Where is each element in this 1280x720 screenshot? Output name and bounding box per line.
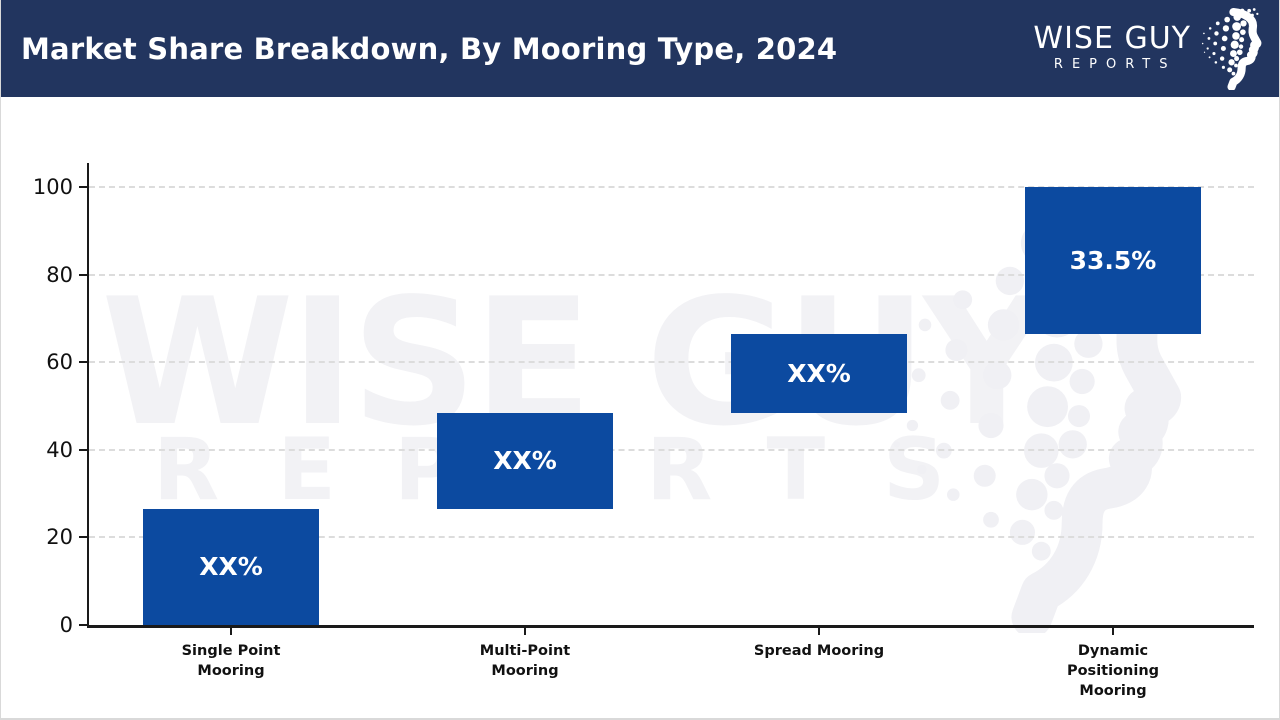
category-label-line: Single Point	[181, 643, 281, 659]
category-label-line: Dynamic	[1077, 643, 1149, 659]
bar-segment-1: XX%	[143, 508, 319, 625]
y-tick-label-20: 20	[46, 525, 73, 550]
y-gridline-80	[89, 273, 1254, 276]
y-gridline-100	[89, 186, 1254, 188]
x-axis-line	[87, 625, 1254, 628]
y-tick-label-0: 0	[59, 613, 73, 637]
y-gridline-20	[89, 536, 1254, 539]
brand-logo: WISE GUY REPORTS	[1019, 0, 1269, 97]
bar-value-label: 33.5%	[1069, 245, 1157, 275]
category-label-3: Spread Mooring	[672, 641, 966, 661]
bar-segment-3: XX%	[731, 333, 907, 413]
x-tick-mark-4	[1112, 628, 1114, 635]
category-label-line: Mooring	[491, 663, 559, 679]
y-tick-label-60: 60	[46, 350, 73, 375]
y-tick-mark-80	[79, 273, 87, 276]
brand-logo-text: WISE GUY REPORTS	[1033, 21, 1191, 73]
bar-value-label: XX%	[787, 358, 851, 388]
bar-segment-4: 33.5%	[1025, 187, 1201, 334]
category-label-line: Spread Mooring	[753, 643, 885, 659]
category-label-line: Multi-Point	[479, 643, 571, 659]
brand-subtitle: REPORTS	[1053, 57, 1177, 72]
y-tick-mark-60	[79, 361, 87, 364]
y-tick-label-80: 80	[46, 262, 73, 287]
y-tick-label-100: 100	[32, 175, 73, 199]
y-tick-label-40: 40	[46, 437, 73, 462]
y-axis-line	[87, 163, 89, 625]
bar-segment-2: XX%	[437, 412, 613, 509]
y-tick-mark-100	[79, 186, 87, 188]
bar-value-label: XX%	[493, 446, 557, 476]
category-label-line: Mooring	[197, 663, 265, 679]
category-label-line: Positioning	[1066, 663, 1160, 679]
category-label-2: Multi-Point Mooring	[378, 641, 672, 681]
x-tick-mark-2	[524, 628, 526, 635]
brand-name: WISE GUY	[1033, 21, 1191, 56]
logo-dot-face-icon	[1197, 7, 1263, 90]
y-tick-mark-40	[79, 448, 87, 451]
y-gridline-40	[89, 448, 1254, 451]
category-label-1: Single Point Mooring	[84, 641, 378, 681]
y-gridline-60	[89, 361, 1254, 364]
y-tick-mark-0	[79, 624, 87, 626]
bar-value-label: XX%	[199, 552, 263, 582]
chart-title: Market Share Breakdown, By Mooring Type,…	[21, 31, 838, 66]
x-tick-mark-1	[230, 628, 232, 635]
header-bar: Market Share Breakdown, By Mooring Type,…	[1, 0, 1279, 97]
category-label-line: Mooring	[1079, 683, 1147, 699]
x-tick-mark-3	[818, 628, 820, 635]
category-label-4: Dynamic Positioning Mooring	[966, 641, 1260, 701]
y-tick-mark-20	[79, 536, 87, 539]
